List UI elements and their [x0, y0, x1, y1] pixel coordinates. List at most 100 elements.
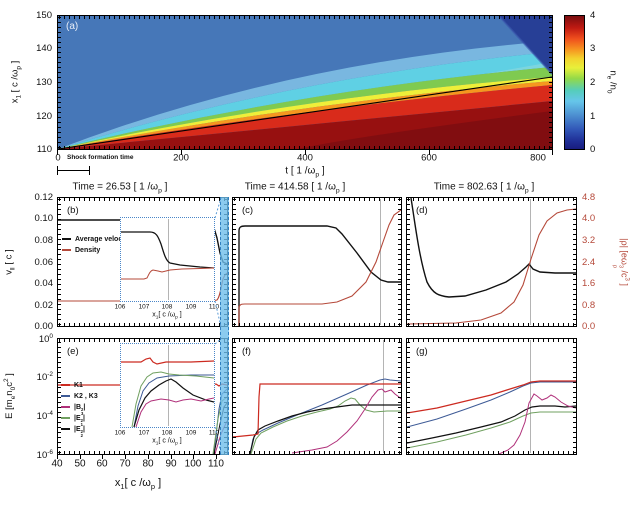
panel-g-label: (g) [416, 346, 428, 357]
legend-item-k2k3: K2 , K3 [61, 393, 98, 404]
time-title-d: Time = 802.63 [ 1 /ωp ] [433, 181, 535, 195]
panel-b-label: (b) [67, 205, 79, 216]
a-xtick: 600 [421, 152, 437, 164]
inset-b-xtick: 107 [138, 303, 150, 311]
a-xlabel: t [ 1 /ωp ] [285, 165, 325, 179]
a-xtick: 0 [55, 152, 61, 164]
time-title-c: Time = 414.58 [ 1 /ωp ] [244, 181, 346, 195]
cb-tick: 1 [590, 111, 596, 122]
density-line-swatch [62, 249, 71, 252]
a-ytick: 150 [36, 10, 52, 21]
legend-item-velocity: Average velocity [62, 236, 130, 247]
r3-xtick: 40 [51, 458, 63, 470]
r3-xtick: 110 [208, 458, 224, 470]
inset-b-xlabel: x1[ c /ωp ] [152, 311, 182, 321]
r3-ylabel: E [men0c2 ] [2, 373, 18, 419]
colorbar-label: ne /n0 [605, 70, 619, 94]
a-ylabel: x1 [ c /ωp ] [9, 60, 23, 104]
a-xtick: 400 [297, 152, 313, 164]
a-ytick: 110 [36, 144, 52, 155]
e2sq-line-swatch [61, 428, 70, 431]
r3-xlabel: x1[ c /ωp ] [114, 476, 162, 492]
ticks-a-right [549, 17, 552, 148]
r2-ylabel-right: |ρ| [eω 3 p /c3 ] [611, 238, 631, 286]
a-ytick: 120 [36, 111, 52, 122]
panel-c: (c) [232, 197, 402, 327]
r3-xtick: 100 [184, 458, 202, 470]
a-ytick: 130 [36, 77, 52, 88]
cb-tick: 4 [590, 10, 596, 21]
r2-ytick: 0.02 [34, 300, 54, 311]
r2-ytick: 0.00 [34, 321, 54, 332]
r2-ytick: 0.10 [34, 213, 54, 224]
heatmap-canvas [58, 16, 552, 149]
colorbar [564, 15, 585, 150]
time-title-b: Time = 26.53 [ 1 /ωp ] [72, 181, 168, 195]
r3-xtick: 90 [165, 458, 177, 470]
r2-ytick-right: 2.4 [582, 257, 596, 268]
a-xtick-mark [305, 150, 306, 155]
cb-tick: 0 [590, 144, 596, 155]
inset-e-xtick: 110 [208, 429, 220, 437]
ticks-a-left [58, 17, 61, 148]
r2-ytick: 0.06 [34, 257, 54, 268]
panel-a-label: (a) [66, 21, 79, 32]
inset-e [120, 343, 215, 428]
inset-b-xtick: 108 [161, 303, 173, 311]
legend-item-density: Density [62, 247, 130, 258]
r3-ytick: 100 [38, 333, 53, 346]
panel-c-label: (c) [242, 205, 254, 216]
r2-ytick: 0.12 [34, 192, 54, 203]
r2-ytick-right: 3.2 [582, 235, 596, 246]
cb-tick: 3 [590, 43, 596, 54]
inset-b [120, 217, 215, 302]
r2-ytick: 0.08 [34, 235, 54, 246]
a-xtick-mark [181, 150, 182, 155]
legend-item-b3sq: |B 2 3 | [61, 404, 98, 416]
inset-e-xlabel: x1[ c /ωp ] [152, 437, 182, 447]
panel-g: (g) [406, 338, 577, 455]
panel-d-label: (d) [416, 205, 428, 216]
a-xtick: 800 [530, 152, 546, 164]
r3-ytick: 10-2 [36, 371, 53, 384]
legend-item-e1sq: |E 2 1 | [61, 415, 98, 427]
r2-ylabel: v‖ [ c ] [3, 249, 17, 275]
r2-ytick-right: 0.0 [582, 321, 596, 332]
ticks-a-bottom [59, 146, 551, 149]
a-xtick-mark [429, 150, 430, 155]
e1sq-line-swatch [61, 417, 70, 420]
r3-ytick: 10-6 [36, 449, 53, 462]
panel-e-label: (e) [67, 346, 79, 357]
shock-formation-label: Shock formation time [67, 154, 134, 161]
zoom-region-band [220, 197, 229, 455]
inset-e-xtick: 107 [138, 429, 150, 437]
shock-time-bracket [57, 166, 90, 175]
inset-b-xtick: 109 [185, 303, 197, 311]
panel-f-label: (f) [242, 346, 251, 357]
legend-item-e2sq: |E 2 2 | [61, 426, 98, 438]
r2-ytick-right: 4.0 [582, 213, 596, 224]
a-xtick: 200 [173, 152, 189, 164]
r2-ytick-right: 4.8 [582, 192, 596, 203]
velocity-line-swatch [62, 238, 71, 241]
r3-ytick: 10-4 [36, 410, 53, 423]
r2-ytick-right: 1.6 [582, 278, 596, 289]
k2k3-line-swatch [61, 395, 70, 398]
legend-b: Average velocity Density [62, 236, 130, 258]
inset-b-xtick: 106 [114, 303, 126, 311]
panel-d: (d) [406, 197, 577, 327]
ticks-a-top [59, 16, 551, 19]
inset-e-xtick: 106 [114, 429, 126, 437]
b3sq-line-swatch [61, 406, 70, 409]
r3-xtick: 50 [74, 458, 86, 470]
inset-b-xtick: 110 [208, 303, 220, 311]
k1-line-swatch [61, 384, 70, 387]
panel-a-heatmap: (a) [57, 15, 553, 150]
r3-xtick: 70 [119, 458, 131, 470]
inset-e-xtick: 109 [185, 429, 197, 437]
r3-xtick: 60 [96, 458, 108, 470]
a-xtick-mark [552, 150, 553, 155]
r2-ytick-right: 0.8 [582, 300, 596, 311]
r3-xtick: 80 [142, 458, 154, 470]
